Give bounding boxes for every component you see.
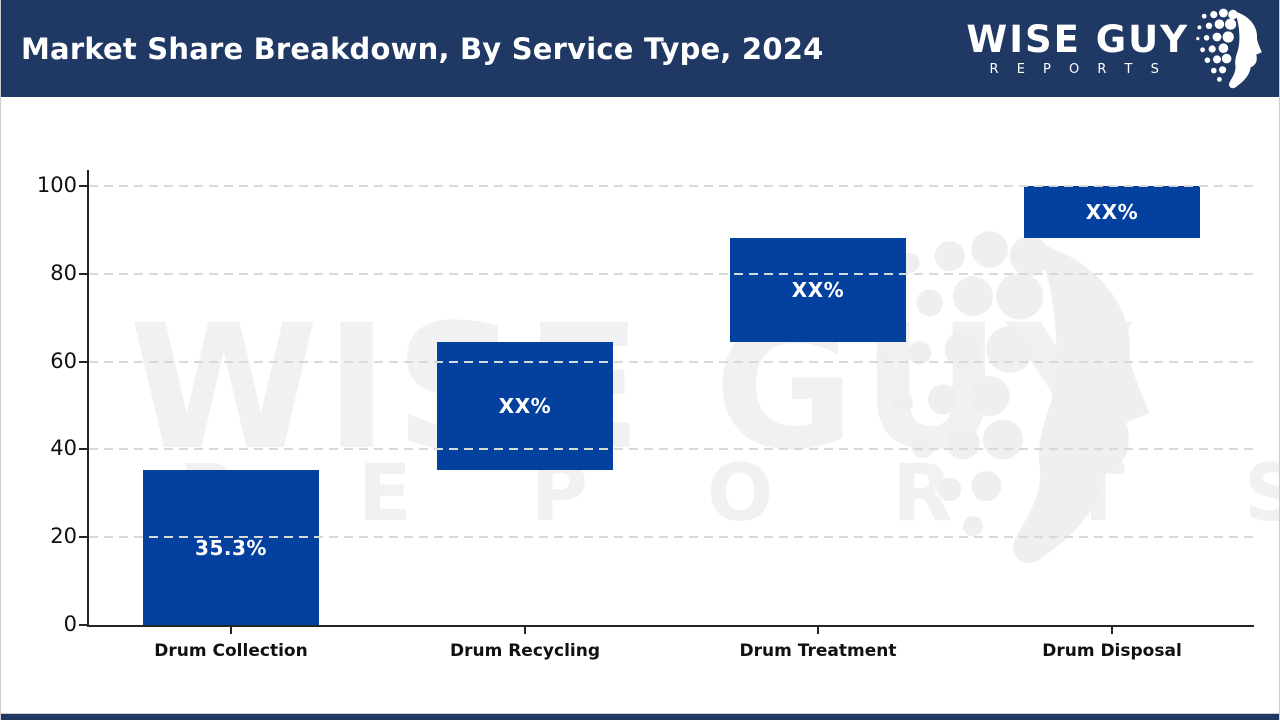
y-axis-tick [79, 536, 89, 539]
y-axis-tick [79, 272, 89, 275]
x-axis-line [87, 625, 1254, 627]
x-axis-tick [524, 627, 526, 634]
gridline [89, 360, 1254, 363]
x-axis-category-label: Drum Disposal [1042, 641, 1182, 661]
gridline [89, 536, 1254, 539]
bar-segment: XX% [730, 237, 906, 342]
logo-wordmark: WISE GUY R E P O R T S [966, 18, 1189, 77]
y-axis-tick [79, 624, 89, 626]
header-bar: Market Share Breakdown, By Service Type,… [1, 0, 1279, 97]
x-axis-tick [230, 627, 232, 634]
y-axis-tick [79, 185, 89, 187]
bar-value-label: XX% [498, 393, 552, 418]
y-axis-tick-label: 60 [50, 348, 77, 373]
x-axis-category-label: Drum Recycling [449, 641, 600, 661]
bar-segment: XX% [1024, 186, 1200, 238]
bar-value-label: XX% [791, 277, 845, 302]
logo-brand-subtitle: R E P O R T S [989, 61, 1166, 77]
logo-brand-name: WISE GUY [966, 18, 1189, 62]
bar-value-label: 35.3% [195, 535, 267, 560]
y-axis-tick-label: 80 [50, 260, 77, 285]
y-axis-tick-label: 40 [50, 436, 77, 461]
chart-canvas: WISE GUY R E P O R T S 35.3% Drum Collect… [1, 97, 1279, 714]
x-axis-category-label: Drum Treatment [739, 641, 897, 661]
page-title: Market Share Breakdown, By Service Type,… [21, 31, 824, 66]
footer-divider [1, 713, 1279, 714]
y-axis-line [87, 170, 89, 627]
watermark-head-dots-icon [863, 227, 1163, 572]
x-axis-category-label: Drum Collection [154, 641, 308, 661]
y-axis-tick [79, 448, 89, 451]
y-axis-tick-label: 20 [50, 524, 77, 549]
x-axis-tick [1111, 627, 1113, 634]
y-axis-tick [79, 360, 89, 363]
y-axis-tick-label: 0 [63, 612, 77, 636]
footer-bar [1, 714, 1279, 720]
gridline [89, 185, 1254, 187]
x-axis-tick [817, 627, 819, 634]
gridline [89, 448, 1254, 451]
wise-guy-reports-logo: WISE GUY R E P O R T S [966, 6, 1265, 92]
bar-value-label: XX% [1085, 199, 1139, 224]
bar-segment: 35.3% [143, 470, 319, 625]
y-axis-tick-label: 100 [36, 173, 77, 197]
head-dots-icon [1193, 8, 1265, 90]
gridline [89, 272, 1254, 275]
